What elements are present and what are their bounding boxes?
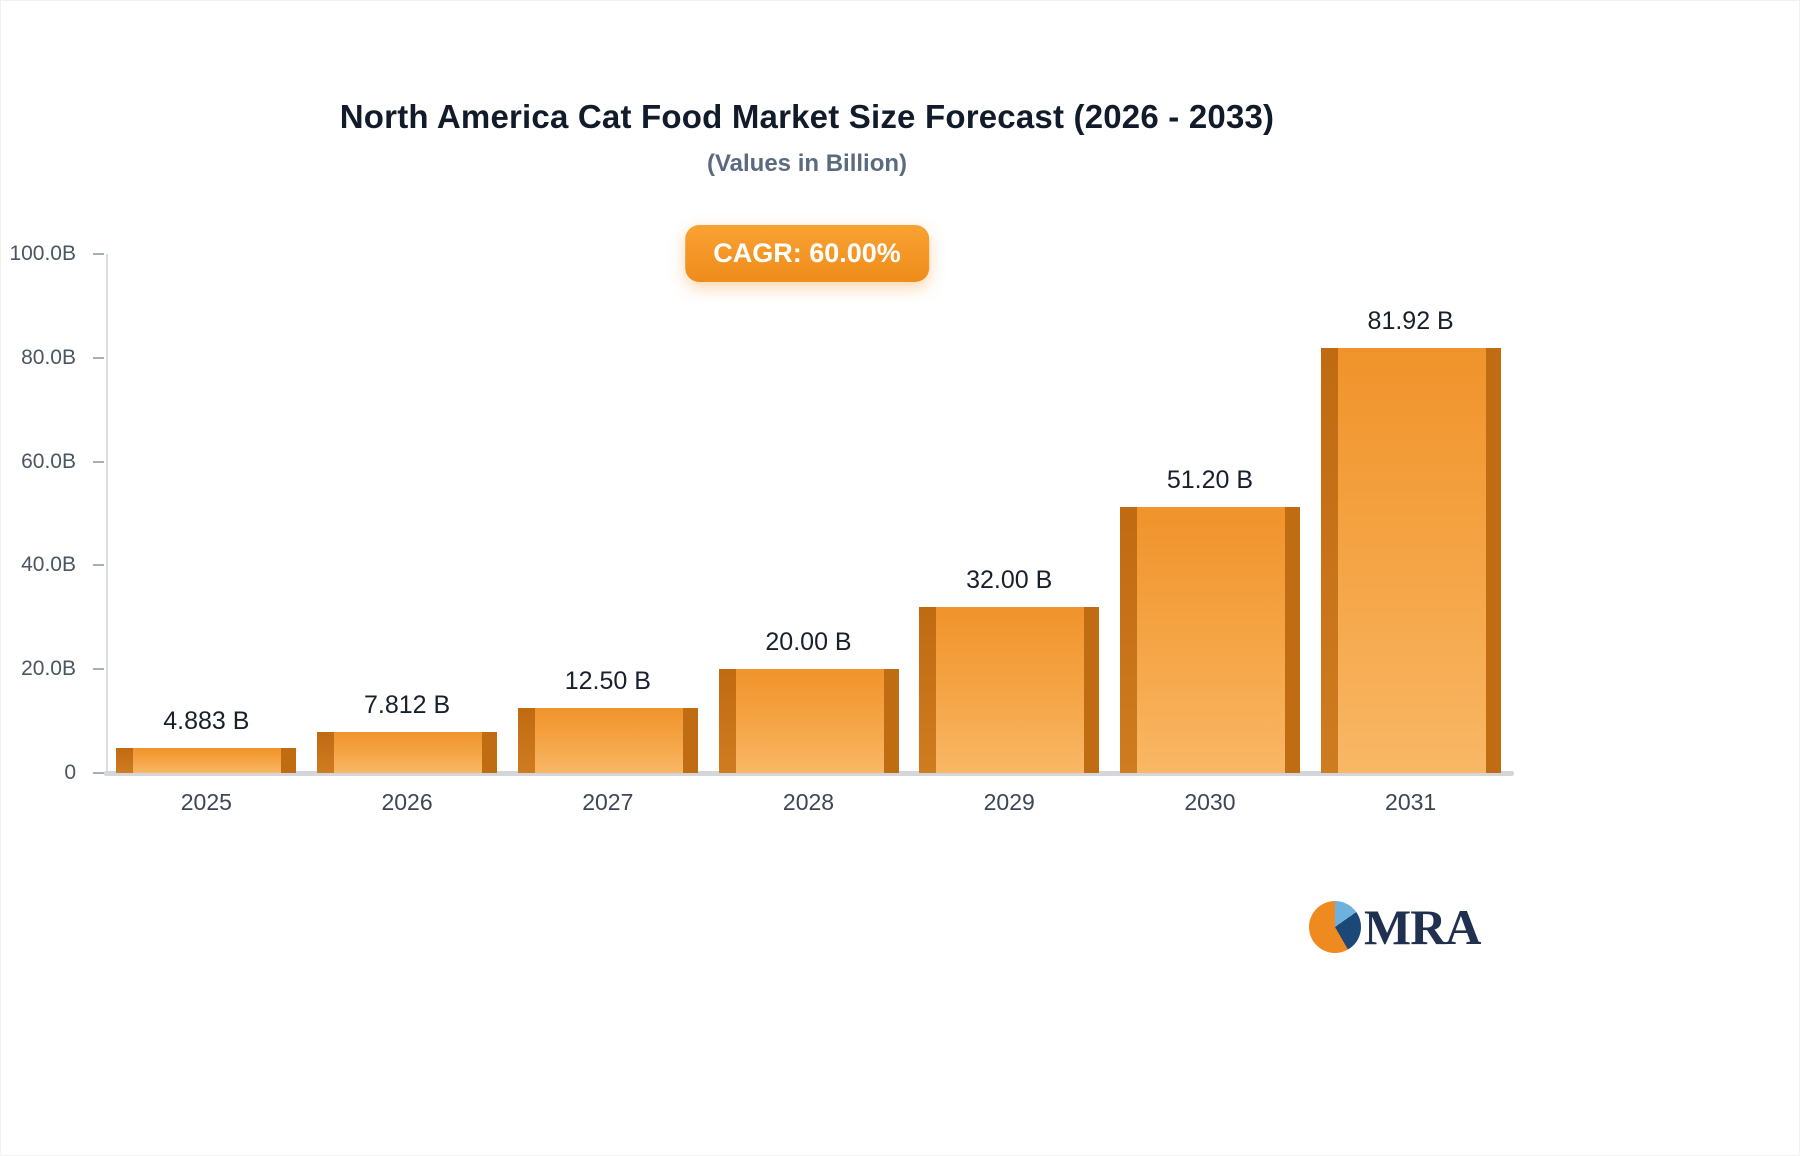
brand-logo: MRA <box>1309 899 1481 955</box>
bar-value-label: 51.20 B <box>1166 466 1254 495</box>
bar-shadow-left <box>116 747 134 773</box>
y-axis-line <box>106 254 108 773</box>
y-tick-label: 40.0B <box>21 553 76 577</box>
bar-face <box>534 708 683 773</box>
bar-shadow-right <box>281 747 297 773</box>
y-tick-label: 0 <box>64 761 76 784</box>
bar-value-label: 32.00 B <box>966 565 1053 594</box>
y-tick-label: 80.0B <box>21 345 76 369</box>
x-axis-label: 2031 <box>1385 789 1437 815</box>
bar-face <box>735 669 884 773</box>
bar-group-2027: 12.50 B 2027 <box>517 667 698 815</box>
logo-text: MRA <box>1364 899 1481 955</box>
chart-subtitle: (Values in Billion) <box>706 150 908 177</box>
bar-shadow-left <box>517 708 535 773</box>
bar-shadow-right <box>1485 347 1501 773</box>
bar-group-2031: 81.92 B 2031 <box>1320 307 1501 815</box>
bar-shadow-left <box>317 732 335 773</box>
y-tick-mark <box>93 668 104 671</box>
x-axis-label: 2028 <box>782 789 835 815</box>
y-tick-mark <box>93 772 104 774</box>
bar-shadow-right <box>1084 606 1100 773</box>
logo-pie-icon <box>1309 901 1361 953</box>
bar-face <box>936 606 1085 773</box>
y-tick-mark <box>93 564 104 567</box>
y-tick-label: 20.0B <box>21 657 76 681</box>
bar-value-label: 7.812 B <box>363 691 451 720</box>
y-tick-mark <box>93 460 104 463</box>
bar-value-label: 81.92 B <box>1367 306 1454 335</box>
bar-group-2029: 32.00 B 2029 <box>919 566 1100 815</box>
y-tick-label: 60.0B <box>21 449 76 473</box>
bar-shadow-left <box>1320 347 1338 773</box>
bar-shadow-right <box>883 669 899 773</box>
bar-value-label: 20.00 B <box>765 628 852 657</box>
chart-title: North America Cat Food Market Size Forec… <box>339 98 1275 135</box>
y-tick-label: 100.0B <box>9 242 76 265</box>
bar-shadow-right <box>1284 507 1300 773</box>
cagr-badge: CAGR: 60.00% <box>685 225 929 282</box>
bar-face <box>1337 347 1486 773</box>
x-axis-label: 2029 <box>983 789 1035 815</box>
x-axis-label: 2025 <box>180 789 232 815</box>
bar-group-2028: 20.00 B 2028 <box>718 628 899 815</box>
y-tick-mark <box>93 253 104 255</box>
bar-face <box>334 732 483 773</box>
bar-value-label: 12.50 B <box>564 667 651 696</box>
bar-group-2030: 51.20 B 2030 <box>1119 466 1300 815</box>
bar-shadow-right <box>482 732 498 773</box>
bar-value-label: 4.883 B <box>163 706 250 735</box>
bar-face <box>133 747 282 773</box>
bar-group-2026: 7.812 B 2026 <box>317 691 498 815</box>
bar-shadow-left <box>1119 507 1137 773</box>
bar-group-2025: 4.883 B 2025 <box>116 707 297 815</box>
bar-chart: 0 20.0B 40.0B 60.0B 80.0B 100.0B 4.883 B 2025 7.… <box>9 242 1514 815</box>
y-tick-mark <box>93 356 104 359</box>
bar-shadow-left <box>919 606 937 773</box>
x-axis-label: 2027 <box>582 789 634 815</box>
bar-face <box>1136 507 1285 773</box>
x-axis-label: 2030 <box>1184 789 1236 815</box>
x-axis-line <box>104 771 1514 776</box>
x-axis-label: 2026 <box>381 789 433 815</box>
bar-shadow-right <box>682 708 698 773</box>
bar-shadow-left <box>718 669 736 773</box>
